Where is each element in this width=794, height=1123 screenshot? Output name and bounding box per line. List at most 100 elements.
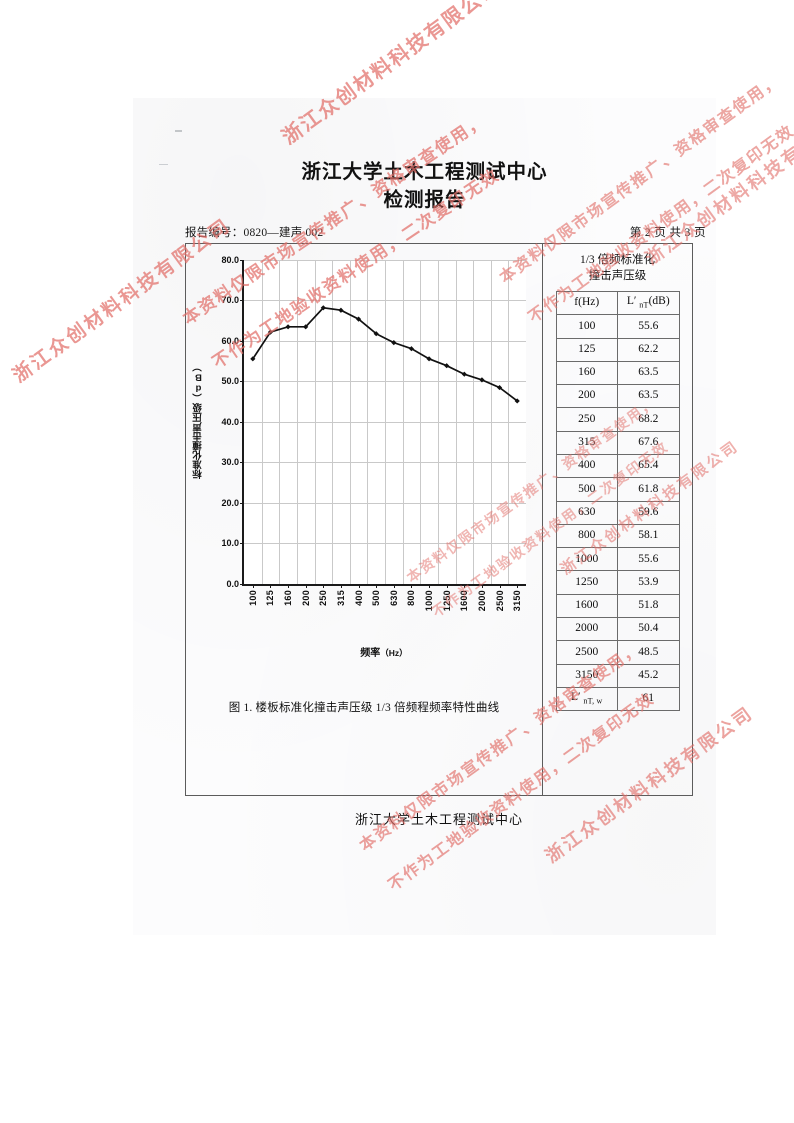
cell-level: 45.2 [617,663,680,688]
chart-y-tick-mark [240,543,244,545]
cell-frequency: 1250 [555,570,618,595]
chart-x-tick-mark [358,583,360,588]
chart-gridline-vertical [279,259,281,584]
cell-level: 50.4 [617,617,680,642]
cell-frequency: 200 [555,384,618,409]
table-row: 2000 50.4 [555,617,680,642]
chart-x-tick-mark [323,583,325,588]
chart-gridline-vertical [437,259,439,584]
column-header-level: L′ nT(dB) [617,290,680,316]
chart-x-tick-mark [464,583,466,588]
chart-x-tick-label: 1000 [424,589,435,611]
page-number: 第 2 页 共 3 页 [629,226,706,239]
chart-x-tick-label: 250 [318,589,329,606]
chart-x-tick-mark [270,583,272,588]
series-data-point [444,362,450,368]
chart-gridline-vertical [508,259,510,584]
data-table-panel: 1/3 倍频标准化 撞击声压级 f(Hz) L′ nT(dB) 100 55.6 1… [542,242,693,796]
chart-y-tick-label: 80.0 [221,254,239,265]
chart-x-tick-label: 315 [335,589,346,606]
series-data-point [303,323,309,329]
cell-level: 63.5 [617,360,680,386]
x-axis-title-unit: （Hz） [380,647,408,658]
chart-x-tick-label: 400 [353,589,364,606]
document-header: 浙江大学土木工程测试中心 检测报告 [133,98,716,216]
chart-x-tick-mark [340,583,342,588]
series-data-point [496,384,503,390]
cell-frequency: 500 [555,477,618,502]
level-prime: ′ [633,295,637,308]
chart-y-tick-label: 60.0 [221,335,239,346]
series-data-point [408,345,415,351]
organization-title: 浙江大学土木工程测试中心 [301,162,548,183]
chart-x-tick-mark [305,583,307,588]
chart-x-tick-label: 2000 [476,589,487,611]
level-subscript: nT [639,300,649,310]
chart-x-tick-label: 1600 [459,589,470,611]
chart-gridline-vertical [261,259,263,584]
table-row: 160 63.5 [555,360,680,386]
chart-x-tick-label: 200 [300,589,311,606]
chart-gridline-vertical [473,259,475,584]
cell-frequency: 1000 [555,547,618,572]
summary-value: 61 [617,686,680,712]
cell-level: 58.1 [617,523,680,549]
cell-frequency: 400 [555,453,618,479]
chart-y-tick-label: 40.0 [221,416,239,427]
cell-frequency: 1600 [555,593,618,619]
series-data-point [285,323,291,329]
cell-frequency: 800 [555,523,618,549]
chart-x-tick-mark [499,583,501,588]
chart-y-tick-mark [240,300,244,302]
series-data-point [461,371,467,377]
cell-frequency: 2000 [555,617,618,642]
chart-y-tick-label: 10.0 [221,538,239,549]
table-body: 100 55.6 125 62.2 160 63.5 200 63.5 250 68.2 315 67… [555,314,680,688]
chart-y-tick-label: 70.0 [221,295,239,306]
chart-x-tick-mark [393,583,395,588]
table-row: 200 63.5 [555,384,680,409]
cell-frequency: 160 [555,360,618,386]
cell-frequency: 2500 [555,640,618,665]
figure-caption: 图 1. 楼板标准化撞击声压级 1/3 倍频程频率特性曲线 [228,701,500,714]
series-data-point [338,307,344,313]
summary-label: L′ nT, w [555,686,618,712]
summary-subscript: nT, w [583,696,603,706]
chart-gridline-vertical [402,259,404,584]
cell-frequency: 250 [555,407,618,432]
chart-panel: 标准化撞击声压级（dB） 0.0 10.0 20.0 30.0 40.0 50.0 60.0… [185,242,542,796]
chart-y-tick-mark [240,340,244,342]
table-row: 500 61.8 [555,477,680,502]
chart-y-tick-label: 0.0 [226,578,239,589]
summary-symbol: L [571,691,579,704]
table-row: 250 68.2 [555,407,680,432]
cell-frequency: 630 [555,500,618,525]
chart-gridline-vertical [296,259,298,584]
table-row: 2500 48.5 [555,640,680,665]
chart-gridline-vertical [385,259,386,584]
table-header-row: f(Hz) L′ nT(dB) [555,290,680,316]
chart-plot-area: 0.0 10.0 20.0 30.0 40.0 50.0 60.0 70.0 80.0 100 12… [221,255,526,611]
cell-level: 48.5 [617,640,680,665]
summary-prime: ′ [578,691,581,704]
chart-x-tick-label: 3150 [512,589,523,611]
footer-signature: 浙江大学土木工程测试中心 [354,811,523,827]
chart-x-tick-mark [252,583,254,588]
chart-x-tick-mark [517,583,519,588]
series-path [252,306,518,402]
data-table-caption: 1/3 倍频标准化 撞击声压级 [543,244,692,291]
report-document: 浙江大学土木工程测试中心 检测报告 报告编号：0820—建声 002 第 2 页… [133,98,716,935]
chart-x-tick-label: 160 [283,589,294,606]
cell-level: 55.6 [617,314,680,339]
chart-x-tick-label: 125 [265,589,276,606]
chart-x-axis-title: 频率（Hz） [242,644,526,659]
table-summary-row: L′ nT, w 61 [555,686,680,712]
cell-level: 53.9 [617,570,680,595]
cell-level: 51.8 [617,593,680,619]
table-row: 1250 53.9 [555,570,680,595]
chart-x-tick-label: 2500 [494,589,505,611]
table-row: 400 65.4 [555,453,680,479]
chart-x-tick-label: 800 [406,589,417,606]
chart-y-tick-mark [240,381,244,383]
cell-level: 62.2 [617,337,680,362]
